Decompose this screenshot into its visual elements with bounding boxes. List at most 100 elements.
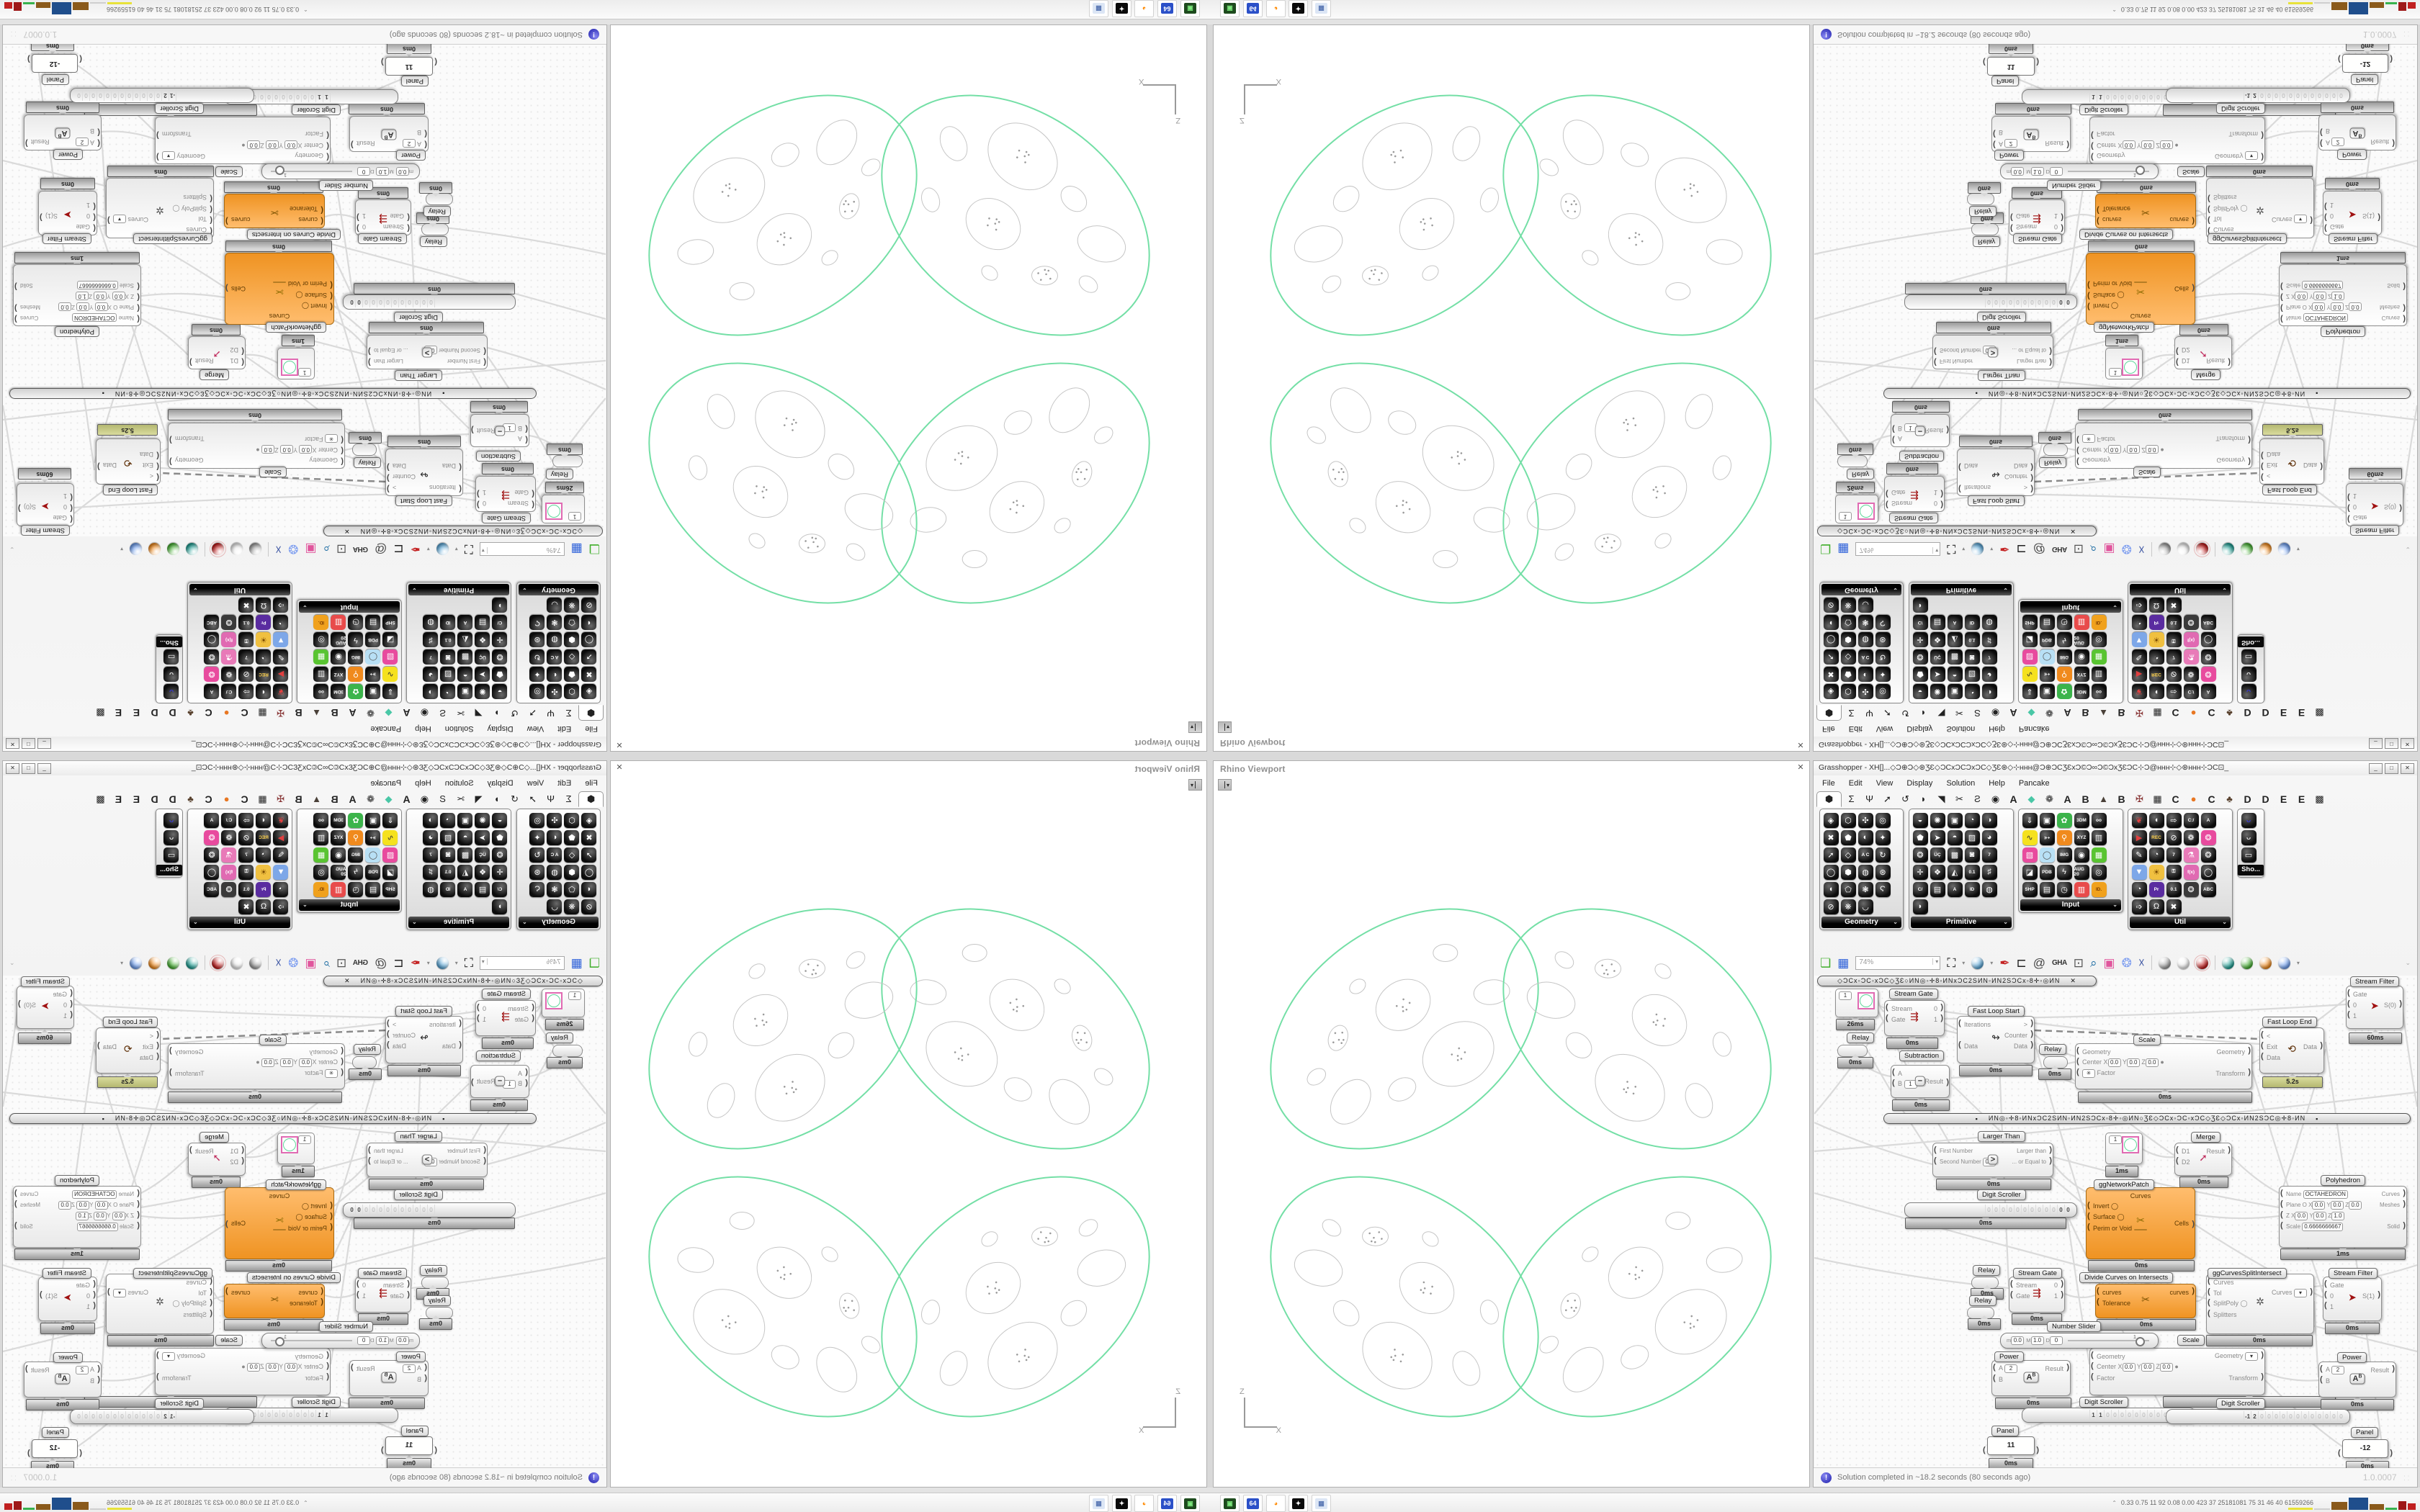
component-tab[interactable]: ❁ <box>367 708 375 719</box>
component-tab[interactable]: ✂ <box>1955 793 1963 804</box>
grasshopper-titlebar[interactable]: Grasshopper - XH[]...◇Ͻ⊕Ͻ◇⊛ƷƐ◇ϽϹxϽϹϽxϽϹ◇… <box>1814 761 2417 775</box>
wires-cross-icon[interactable]: ☓ <box>275 955 282 970</box>
focus-frame-icon[interactable]: ⛶ <box>1947 542 1956 557</box>
component-icon[interactable]: ❂ <box>2183 615 2199 631</box>
chevron-down-icon[interactable]: ▾ <box>1990 959 1994 966</box>
node-output-label[interactable]: Transform <box>2215 1070 2245 1077</box>
component-icon[interactable]: ◙ <box>440 847 456 863</box>
node-name-tag[interactable]: Stream Filter <box>42 233 91 244</box>
value-box[interactable] <box>2133 1228 2147 1230</box>
value-box[interactable]: 0.0 <box>2349 1200 2362 1210</box>
node-input-label[interactable]: Gate <box>390 213 404 220</box>
close-icon[interactable]: ✕ <box>1797 763 1804 772</box>
node-input-label[interactable]: A 2 <box>2326 138 2345 147</box>
palette-label-primitive[interactable]: Primitive ⌄ <box>408 584 509 595</box>
scroller-digit[interactable]: 0 <box>363 297 370 307</box>
component-icon[interactable]: ▣ <box>365 684 381 700</box>
component-node[interactable]: GeometryGeometryCenter X0.0 Y0.0 Z0.0 ●✳… <box>2075 423 2252 469</box>
value-box[interactable]: 0.0 <box>280 1058 294 1067</box>
scroller-digit[interactable]: 0 <box>363 1205 370 1215</box>
component-icon[interactable]: ▥ <box>2074 881 2089 897</box>
value-box[interactable]: 0.0 <box>2295 1211 2308 1220</box>
component-icon[interactable]: ◷ <box>2056 881 2072 897</box>
preview-shaded-ball[interactable] <box>2193 541 2210 558</box>
component-icon[interactable]: ◯ <box>204 632 220 648</box>
menu-item-help[interactable]: Help <box>415 778 431 788</box>
component-icon[interactable]: ▼ <box>2131 864 2147 880</box>
component-tab[interactable]: ● <box>2190 708 2197 719</box>
component-icon[interactable]: ᴗ <box>2241 829 2257 845</box>
node-name-tag[interactable]: Relay <box>545 1032 573 1043</box>
firefox-icon[interactable]: ◕ <box>1134 0 1154 17</box>
open-folder-icon[interactable]: ❏ <box>1820 542 1832 557</box>
component-icon[interactable]: ❃ <box>1857 881 1873 897</box>
scroller-digit[interactable]: -1 <box>2244 1411 2251 1422</box>
component-icon[interactable]: ➚ <box>1823 649 1839 665</box>
node-input-label[interactable]: Data <box>1964 1043 1978 1050</box>
component-icon[interactable]: 0.1 <box>2166 881 2182 897</box>
value-box[interactable]: 0.0 <box>2313 1211 2326 1220</box>
value-box[interactable]: 1 <box>1839 991 1852 1000</box>
component-icon[interactable]: ⬢ <box>564 632 580 648</box>
node-output-label[interactable]: 0 <box>1934 1005 1937 1012</box>
panel-node[interactable]: 11 <box>385 1436 433 1455</box>
node-name-tag[interactable]: Power <box>2337 149 2367 160</box>
scroller-digit[interactable]: 1 <box>2089 1410 2097 1421</box>
component-icon[interactable]: Pr <box>256 615 272 631</box>
component-icon[interactable]: ◯ <box>2039 847 2055 863</box>
value-box[interactable]: ▾ <box>162 151 175 161</box>
component-icon[interactable]: ➳ <box>2039 829 2055 845</box>
palette-label-sho[interactable]: Sho... <box>2238 865 2264 876</box>
group-ribbon[interactable]: ▪ ИN◎◦✛8◦ИNxϽϹ2SИN◦ИN2SϽϹx◦8✛◦◎ИN○ƷƐ◇ϽϹx◦… <box>1883 1113 2411 1124</box>
node-input-label[interactable]: Plane O X0.0 Y0.0 Z0.0 <box>58 1200 134 1210</box>
component-icon[interactable]: ◍ <box>423 615 439 631</box>
node-name-tag[interactable]: Digit Scroller <box>292 104 341 115</box>
node-output-label[interactable]: Transform <box>175 1070 205 1077</box>
node-name-tag[interactable]: Digit Scroller <box>2216 103 2265 114</box>
node-output-label[interactable]: 1 <box>483 1016 486 1023</box>
node-name-tag[interactable]: Relay <box>545 469 573 480</box>
value-box[interactable]: 1.0 <box>76 1211 89 1220</box>
scroller-digit[interactable]: 2 <box>2251 90 2258 101</box>
component-icon[interactable]: ◯ <box>2200 632 2216 648</box>
value-box[interactable]: 1 <box>568 991 581 1000</box>
palette-label-geometry[interactable]: Geometry ⌄ <box>519 584 599 595</box>
component-icon[interactable]: AUG 20 <box>2074 632 2089 648</box>
component-icon[interactable]: ▨ <box>1964 667 1980 683</box>
node-name-tag[interactable]: Power <box>396 1351 426 1362</box>
component-icon[interactable]: ▤ <box>1930 615 1945 631</box>
node-name-tag[interactable]: Digit Scroller <box>155 1398 204 1409</box>
scroller-digit[interactable]: 0 <box>2272 90 2280 101</box>
node-input-label[interactable]: First Number <box>447 1148 480 1154</box>
component-icon[interactable]: ◒ <box>492 812 508 828</box>
menu-item-edit[interactable]: Edit <box>557 724 572 734</box>
component-icon[interactable]: ⚿ <box>2166 864 2182 880</box>
node-input-label[interactable]: B <box>90 128 94 135</box>
component-icon[interactable]: 3DM <box>2074 684 2089 700</box>
scroller-digit[interactable]: 0 <box>1999 297 2007 307</box>
component-tab[interactable]: ✂ <box>1955 708 1963 719</box>
scroller-digit[interactable]: 2 <box>2251 1411 2258 1422</box>
component-icon[interactable]: ◎ <box>313 632 329 648</box>
scroller-digit[interactable]: 1 <box>323 1410 331 1421</box>
component-icon[interactable]: ◭ <box>1947 864 1963 880</box>
node-input-label[interactable]: Iterations <box>1964 1021 1991 1028</box>
node-name-tag[interactable]: Stream Filter <box>20 525 70 536</box>
node-input-label[interactable]: Center X0.0 Y0.0 Z0.0 ● <box>2082 1058 2164 1067</box>
value-box[interactable]: 0.0 <box>2330 302 2344 312</box>
node-input-label[interactable]: Tolerance <box>2102 206 2130 213</box>
node-output-label[interactable]: Geometry <box>2216 1048 2245 1056</box>
node-output-label[interactable]: 0 <box>2054 1282 2058 1289</box>
value-box[interactable]: 0.0 <box>2011 167 2025 176</box>
component-node[interactable]: GeometryGeometryCenter X0.0 Y0.0 Z0.0 ●✳… <box>168 1043 345 1089</box>
viewport-menu-button[interactable]: ▾ <box>1218 779 1232 791</box>
node-output-label[interactable]: Result <box>195 358 214 365</box>
node-input-label[interactable]: Iterations <box>1964 485 1991 492</box>
grasshopper-canvas[interactable]: ◇ϽϹx◦ϽϹ◦xϽϹ◇ƷƐ○ИN◎◦✛8◦ИNxϽϹ2SИN◦ИN2SϽϹx◦… <box>3 976 606 1468</box>
value-box[interactable]: 1.0 <box>2331 1211 2344 1220</box>
maximize-button[interactable]: □ <box>2385 763 2398 774</box>
node-output-label[interactable]: 0 <box>483 1005 486 1012</box>
node-input-label[interactable]: 0 <box>63 504 67 511</box>
component-node[interactable]: Gate0S(0)1➤ <box>2346 986 2403 1029</box>
